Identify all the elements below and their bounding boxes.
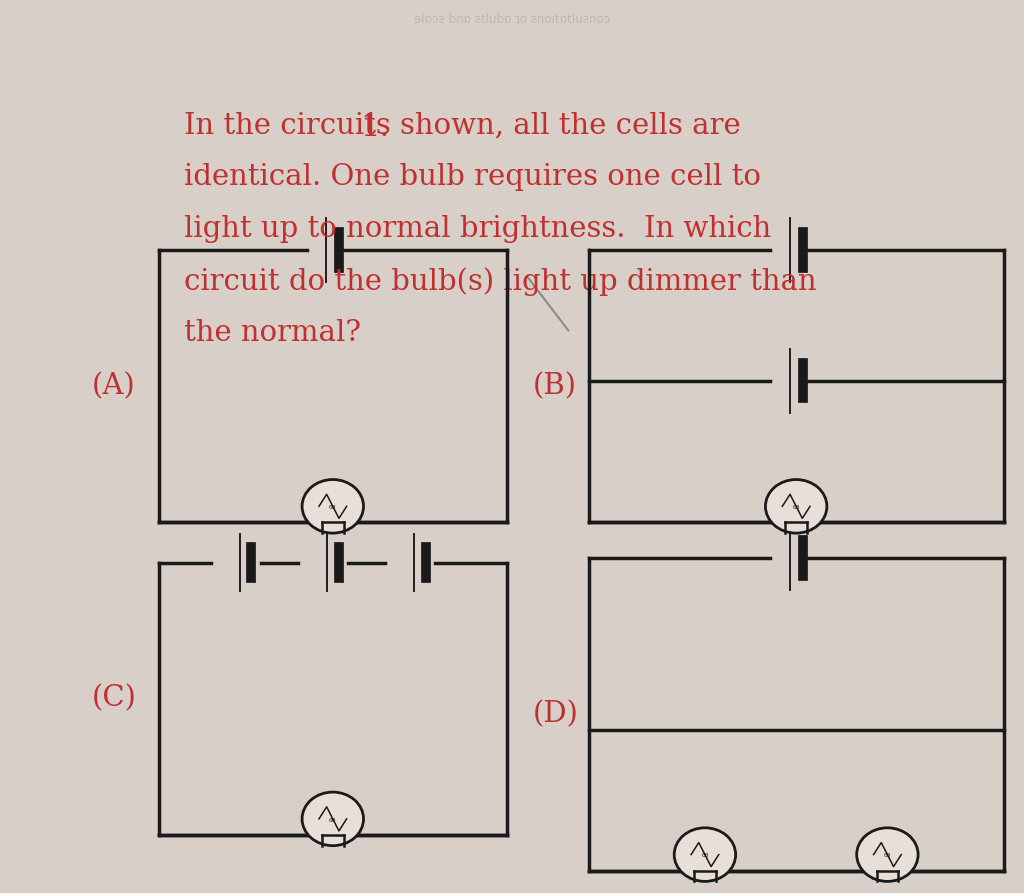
Text: circuit do the bulb(s) light up dimmer than: circuit do the bulb(s) light up dimmer t… xyxy=(184,267,817,296)
Text: identical. One bulb requires one cell to: identical. One bulb requires one cell to xyxy=(184,163,761,191)
Text: 00: 00 xyxy=(701,854,709,858)
Text: 00: 00 xyxy=(793,505,800,510)
Circle shape xyxy=(674,828,735,881)
Text: 00: 00 xyxy=(884,854,891,858)
Text: (A): (A) xyxy=(92,372,136,400)
Text: In the circuits shown, all the cells are: In the circuits shown, all the cells are xyxy=(184,112,741,139)
Text: 00: 00 xyxy=(329,818,337,822)
Text: (C): (C) xyxy=(92,685,137,713)
Circle shape xyxy=(302,792,364,846)
Text: (D): (D) xyxy=(532,700,579,729)
Text: light up to normal brightness.  In which: light up to normal brightness. In which xyxy=(184,215,771,243)
Text: 1.: 1. xyxy=(359,112,389,143)
Text: (B): (B) xyxy=(532,372,577,400)
Circle shape xyxy=(857,828,919,881)
Text: ɘlɒɔƨ bnɒ ƨtlubɒ ʇo ƨnoitɒtluƨnoɔ: ɘlɒɔƨ bnɒ ƨtlubɒ ʇo ƨnoitɒtluƨnoɔ xyxy=(414,13,610,27)
Circle shape xyxy=(302,480,364,533)
Text: the normal?: the normal? xyxy=(184,319,361,346)
Text: 00: 00 xyxy=(329,505,337,510)
Circle shape xyxy=(765,480,827,533)
